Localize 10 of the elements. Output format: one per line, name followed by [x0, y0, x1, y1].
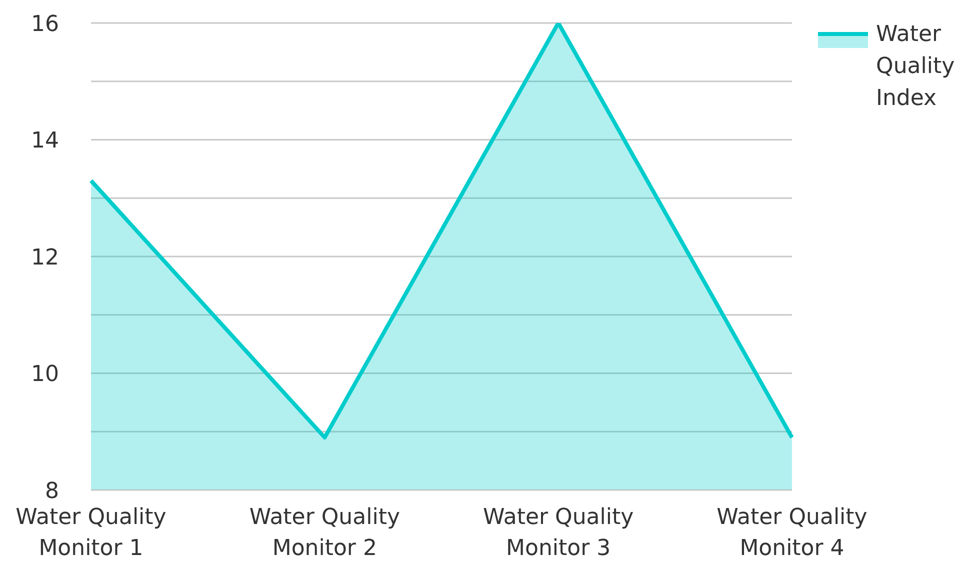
- y-tick-label: 8: [45, 478, 59, 504]
- x-tick-label: Water Quality Monitor 3: [483, 505, 634, 561]
- x-tick-label: Water Quality Monitor 1: [16, 505, 166, 561]
- y-tick-label: 14: [31, 128, 59, 154]
- x-tick-label: Water Quality Monitor 4: [716, 505, 868, 561]
- y-tick-label: 16: [31, 12, 59, 37]
- legend-label: Water Quality Index: [876, 21, 955, 113]
- y-tick-label: 10: [31, 362, 59, 388]
- x-tick-label: Water Quality Monitor 2: [249, 505, 400, 561]
- y-tick-label: 12: [31, 245, 59, 270]
